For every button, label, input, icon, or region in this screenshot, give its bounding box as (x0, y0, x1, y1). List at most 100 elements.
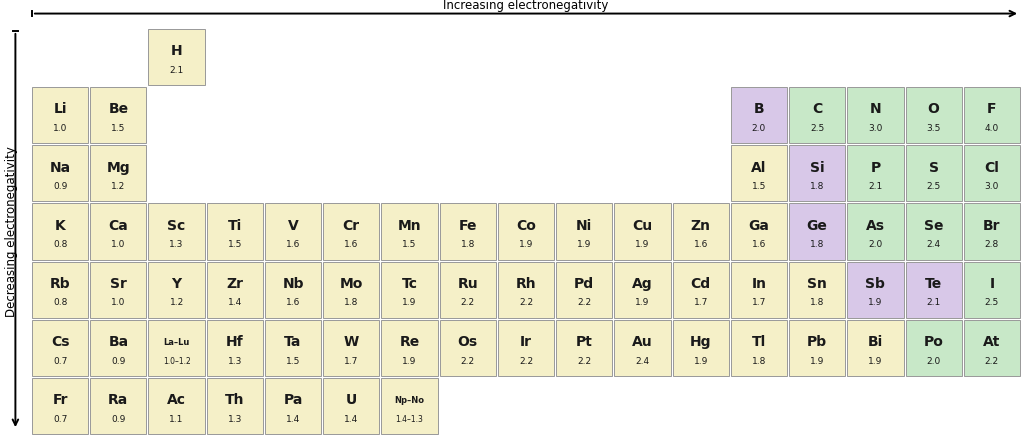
Text: 1.6: 1.6 (693, 240, 708, 249)
Text: B: B (754, 102, 764, 116)
Text: Ac: Ac (167, 392, 186, 406)
Text: 2.2: 2.2 (578, 298, 591, 307)
Text: 1.8: 1.8 (752, 356, 766, 365)
Text: Co: Co (516, 218, 536, 232)
Text: S: S (929, 160, 939, 174)
Text: 1.9: 1.9 (519, 240, 534, 249)
Text: 1.8: 1.8 (461, 240, 475, 249)
Text: 1.5: 1.5 (112, 124, 126, 133)
Text: 2.2: 2.2 (461, 298, 475, 307)
Bar (90, 262, 146, 318)
Text: 1.3: 1.3 (227, 356, 242, 365)
Text: Ru: Ru (458, 276, 478, 290)
Bar (207, 262, 263, 318)
Text: 2.4: 2.4 (636, 356, 649, 365)
Text: 2.0: 2.0 (752, 124, 766, 133)
Text: Mn: Mn (397, 218, 421, 232)
Text: Mg: Mg (106, 160, 130, 174)
Text: 3.0: 3.0 (985, 182, 999, 191)
Text: 0.7: 0.7 (53, 414, 68, 423)
Text: 1.1: 1.1 (169, 414, 183, 423)
Text: Ag: Ag (632, 276, 652, 290)
Bar (790, 262, 845, 318)
Bar (381, 204, 437, 260)
Text: Ra: Ra (109, 392, 128, 406)
Text: 1.4: 1.4 (344, 414, 358, 423)
Bar (90, 378, 146, 434)
Bar (32, 378, 88, 434)
Bar (32, 88, 88, 144)
Text: Os: Os (458, 334, 478, 348)
Text: 1.9: 1.9 (402, 356, 417, 365)
Bar (790, 88, 845, 144)
Text: Hf: Hf (226, 334, 244, 348)
Bar (265, 320, 322, 376)
Bar (381, 262, 437, 318)
Bar (439, 262, 496, 318)
Text: 1.5: 1.5 (752, 182, 766, 191)
Bar (964, 320, 1020, 376)
Text: Ni: Ni (577, 218, 592, 232)
Text: La–Lu: La–Lu (164, 337, 189, 346)
Text: 1.4–1.3: 1.4–1.3 (395, 414, 424, 423)
Bar (847, 262, 903, 318)
Text: 1.9: 1.9 (635, 298, 649, 307)
Bar (731, 204, 787, 260)
Text: 1.9: 1.9 (578, 240, 592, 249)
Text: Cl: Cl (984, 160, 999, 174)
Text: Pd: Pd (574, 276, 594, 290)
Text: 1.7: 1.7 (693, 298, 708, 307)
Text: Pb: Pb (807, 334, 827, 348)
Text: 1.9: 1.9 (635, 240, 649, 249)
Bar (964, 262, 1020, 318)
Text: 1.3: 1.3 (227, 414, 242, 423)
Text: Cu: Cu (633, 218, 652, 232)
Text: 1.9: 1.9 (402, 298, 417, 307)
Bar (439, 204, 496, 260)
Bar (90, 320, 146, 376)
Bar (498, 262, 554, 318)
Bar (265, 378, 322, 434)
Bar (324, 320, 380, 376)
Text: Al: Al (752, 160, 767, 174)
Text: 1.8: 1.8 (810, 298, 824, 307)
Text: Np–No: Np–No (394, 395, 425, 404)
Text: 0.8: 0.8 (53, 298, 68, 307)
Bar (324, 204, 380, 260)
Text: Cs: Cs (51, 334, 70, 348)
Text: Zn: Zn (691, 218, 711, 232)
Text: K: K (54, 218, 66, 232)
Text: 2.1: 2.1 (169, 66, 183, 75)
Bar (32, 204, 88, 260)
Bar (905, 146, 962, 202)
Bar (614, 204, 671, 260)
Bar (964, 204, 1020, 260)
Text: 2.5: 2.5 (985, 298, 999, 307)
Bar (847, 204, 903, 260)
Text: 1.8: 1.8 (810, 182, 824, 191)
Text: 1.4: 1.4 (227, 298, 242, 307)
Text: 2.2: 2.2 (985, 356, 999, 365)
Bar (498, 204, 554, 260)
Bar (324, 378, 380, 434)
Text: Ba: Ba (109, 334, 128, 348)
Text: Sc: Sc (168, 218, 185, 232)
Text: 1.0: 1.0 (112, 240, 126, 249)
Bar (847, 88, 903, 144)
Bar (905, 88, 962, 144)
Text: 2.2: 2.2 (519, 356, 534, 365)
Text: Ga: Ga (749, 218, 769, 232)
Text: 1.2: 1.2 (169, 298, 183, 307)
Bar (731, 320, 787, 376)
Bar (731, 146, 787, 202)
Text: 1.8: 1.8 (810, 240, 824, 249)
Bar (498, 320, 554, 376)
Text: Be: Be (109, 102, 128, 116)
Bar (381, 378, 437, 434)
Text: Pa: Pa (284, 392, 303, 406)
Text: Cd: Cd (690, 276, 711, 290)
Text: W: W (344, 334, 359, 348)
Text: 2.0: 2.0 (927, 356, 941, 365)
Text: C: C (812, 102, 822, 116)
Bar (905, 204, 962, 260)
